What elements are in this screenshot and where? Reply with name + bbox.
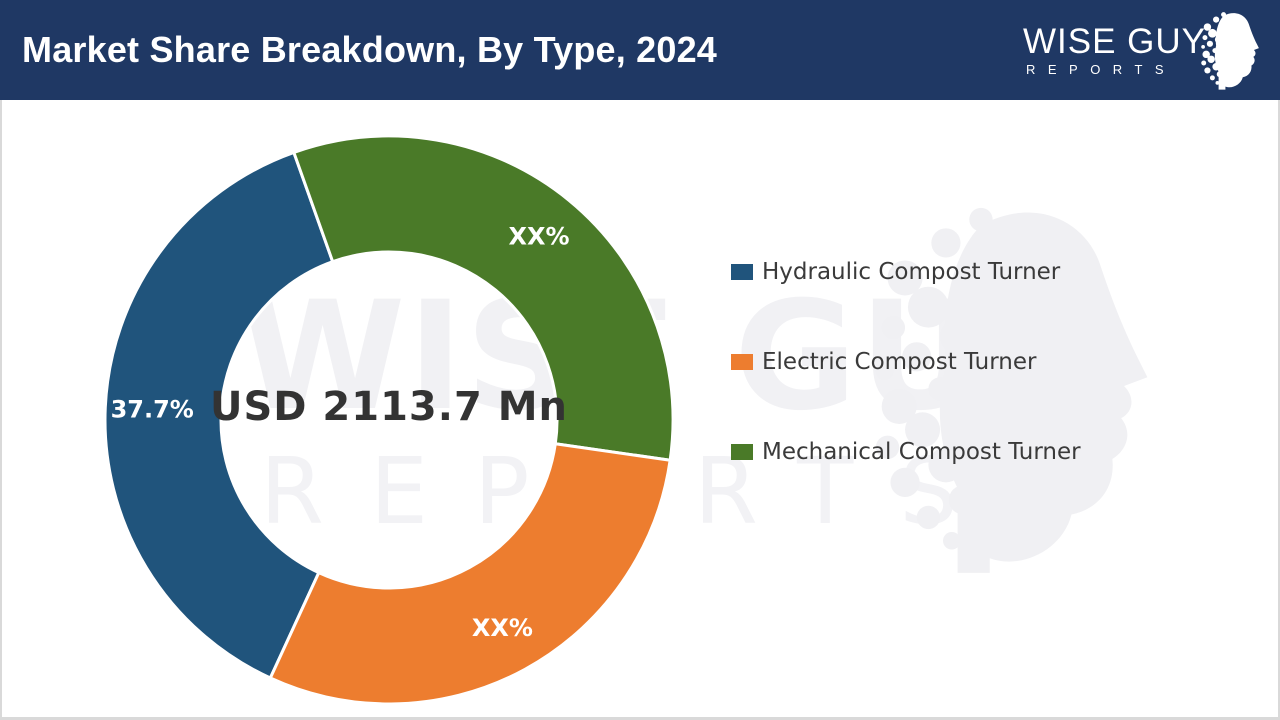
legend-swatch — [731, 354, 753, 370]
legend-swatch — [731, 264, 753, 280]
legend-label: Hydraulic Compost Turner — [762, 259, 1061, 285]
legend-label: Electric Compost Turner — [762, 349, 1037, 375]
donut-chart: 37.7% XX% XX% — [103, 134, 675, 706]
brand-logo-subtext: REPORTS — [1025, 61, 1177, 77]
slice-label: XX% — [472, 614, 533, 642]
donut-slice — [103, 150, 335, 680]
legend-item: Electric Compost Turner — [731, 348, 1081, 376]
chart-canvas: WISE GUY REPORTS 37.7%XX%XX% USD 2113.7 … — [0, 100, 1280, 720]
brand-logo-text: WISE GUY REPORTS — [1022, 21, 1206, 77]
page-title: Market Share Breakdown, By Type, 2024 — [22, 29, 718, 70]
donut-center-value: USD 2113.7 Mn — [210, 384, 568, 430]
legend-item: Hydraulic Compost Turner — [731, 258, 1081, 286]
legend-item: Mechanical Compost Turner — [731, 438, 1081, 466]
header-bar: Market Share Breakdown, By Type, 2024 WI… — [0, 0, 1280, 100]
donut-slice — [292, 134, 675, 462]
brand-logo-wordmark: WISE GUY — [1022, 21, 1206, 61]
legend: Hydraulic Compost Turner Electric Compost… — [731, 258, 1081, 528]
slice-label: 37.7% — [111, 395, 194, 423]
slice-label: XX% — [508, 223, 569, 251]
head-profile-icon — [1201, 12, 1259, 90]
legend-swatch — [731, 444, 753, 460]
brand-logo: WISE GUY REPORTS — [1023, 8, 1262, 92]
legend-label: Mechanical Compost Turner — [762, 439, 1081, 465]
donut-slice — [268, 442, 672, 706]
